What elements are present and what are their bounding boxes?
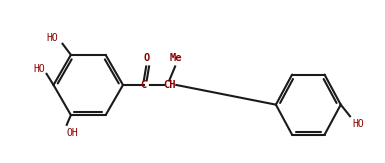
Text: HO: HO — [46, 33, 58, 43]
Text: OH: OH — [67, 128, 79, 138]
Text: CH: CH — [163, 80, 176, 90]
Text: Me: Me — [170, 53, 182, 63]
Text: HO: HO — [352, 119, 364, 129]
Text: HO: HO — [33, 64, 45, 74]
Text: O: O — [143, 53, 149, 63]
Text: C: C — [141, 80, 147, 90]
